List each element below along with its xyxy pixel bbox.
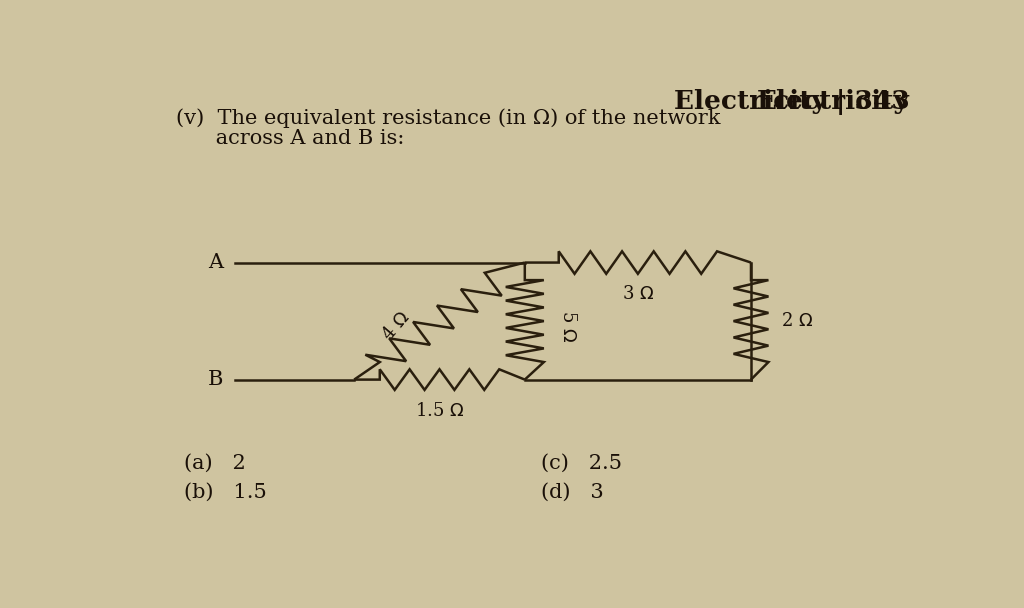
Text: A: A: [208, 253, 223, 272]
Text: 1.5 $\Omega$: 1.5 $\Omega$: [415, 402, 464, 420]
Text: B: B: [208, 370, 223, 389]
Text: 3 $\Omega$: 3 $\Omega$: [622, 285, 654, 303]
Text: (v)  The equivalent resistance (in Ω) of the network: (v) The equivalent resistance (in Ω) of …: [176, 108, 720, 128]
Text: (a)   2: (a) 2: [183, 454, 246, 473]
Text: (b)   1.5: (b) 1.5: [183, 482, 266, 502]
Text: (d)   3: (d) 3: [541, 482, 603, 502]
Text: 5 $\Omega$: 5 $\Omega$: [559, 309, 578, 342]
Text: across A and B is:: across A and B is:: [176, 129, 404, 148]
Text: Electricity: Electricity: [757, 89, 909, 114]
Text: (c)   2.5: (c) 2.5: [541, 454, 622, 473]
Text: 2 $\Omega$: 2 $\Omega$: [781, 312, 813, 330]
Text: 4 $\Omega$: 4 $\Omega$: [379, 308, 413, 344]
Text: Electricity | 343: Electricity | 343: [674, 89, 909, 116]
